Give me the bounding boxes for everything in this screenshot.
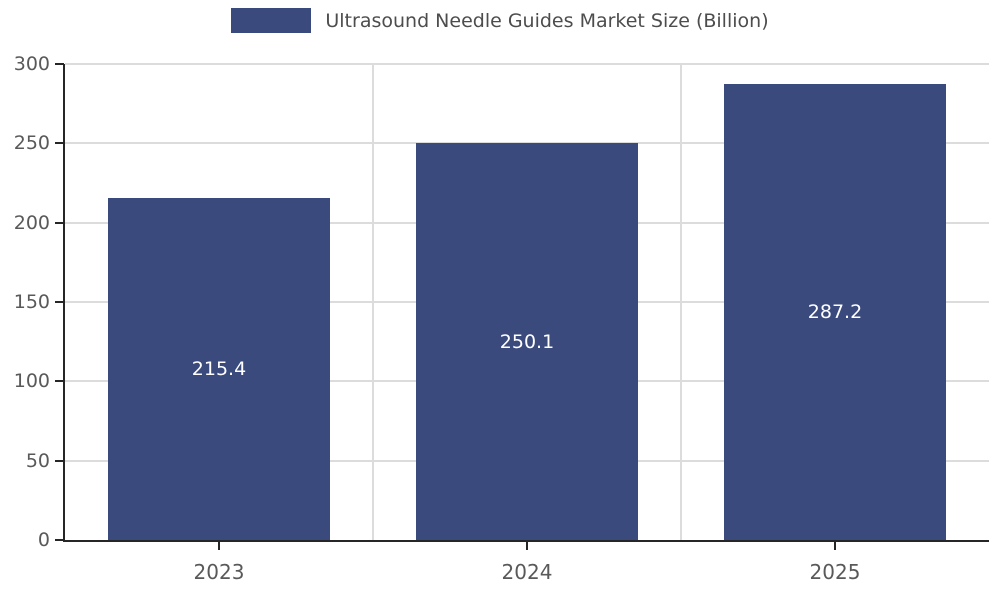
y-tick-mark (55, 301, 64, 303)
x-tick-mark (218, 542, 220, 550)
y-tick-label: 150 (13, 291, 50, 313)
x-axis-line (63, 540, 989, 542)
y-tick-mark (55, 142, 64, 145)
plot-area: 215.4 250.1 287.2 (65, 63, 989, 540)
y-tick-label: 200 (13, 211, 50, 234)
v-gridline (680, 64, 682, 540)
x-tick-label: 2023 (193, 560, 245, 584)
bar-value-label: 250.1 (499, 330, 555, 353)
chart-legend: Ultrasound Needle Guides Market Size (Bi… (0, 8, 1000, 33)
y-axis-line (63, 64, 65, 542)
y-tick-label: 250 (13, 132, 50, 155)
x-tick-mark (526, 542, 528, 550)
y-tick-mark (55, 539, 64, 541)
x-tick-label: 2025 (809, 560, 861, 584)
bar-value-label: 215.4 (191, 358, 247, 381)
legend-label: Ultrasound Needle Guides Market Size (Bi… (325, 9, 769, 32)
y-tick-label: 300 (13, 53, 50, 75)
bar-value-label: 287.2 (807, 301, 863, 324)
bar: 215.4 (108, 198, 330, 540)
y-tick-mark (55, 221, 64, 224)
y-tick-label: 100 (13, 370, 50, 393)
bar: 287.2 (724, 84, 946, 540)
y-tick-mark (55, 380, 64, 383)
y-tick-label: 50 (25, 449, 50, 472)
x-tick-label: 2024 (501, 560, 553, 584)
h-gridline (65, 63, 989, 65)
y-tick-label: 0 (37, 529, 50, 551)
v-gridline (372, 64, 374, 540)
y-tick-mark (55, 63, 64, 65)
y-tick-mark (55, 459, 64, 462)
x-tick-mark (834, 542, 836, 550)
bar: 250.1 (416, 143, 638, 540)
legend-swatch (231, 8, 312, 33)
